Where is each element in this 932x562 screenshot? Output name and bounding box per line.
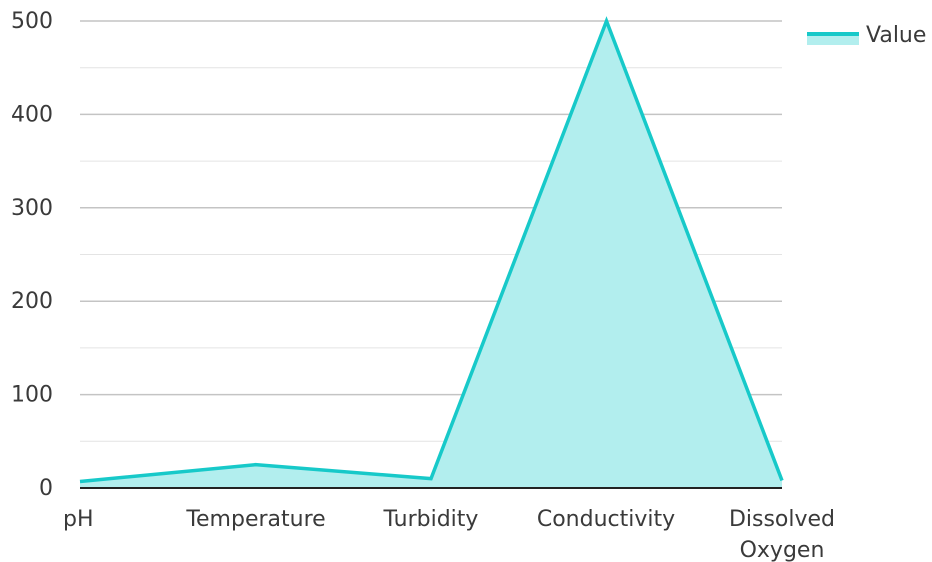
series-area-fill — [80, 21, 782, 488]
legend-swatch-fill — [807, 36, 859, 45]
grid-lines — [80, 20, 782, 442]
y-tick-label: 400 — [11, 102, 53, 127]
series-area-layer — [79, 16, 784, 488]
y-tick-label: 200 — [11, 289, 53, 314]
x-tick-label: Dissolved Oxygen — [729, 507, 835, 562]
y-tick-label: 300 — [11, 196, 53, 221]
x-tick-label: Conductivity — [537, 507, 675, 532]
x-axis-tick-labels: pH Temperature Turbidity Conductivity Dissol… — [63, 507, 835, 562]
legend-label: Value — [866, 23, 926, 48]
x-tick-label: Temperature — [185, 507, 325, 532]
x-tick-label: pH — [63, 507, 94, 532]
y-tick-label: 500 — [11, 9, 53, 34]
legend: Value — [807, 23, 926, 48]
y-tick-label: 100 — [11, 383, 53, 408]
y-tick-label: 0 — [39, 476, 53, 501]
x-tick-label: Turbidity — [383, 507, 479, 532]
y-axis-tick-labels: 0 100 200 300 400 500 — [11, 9, 53, 501]
